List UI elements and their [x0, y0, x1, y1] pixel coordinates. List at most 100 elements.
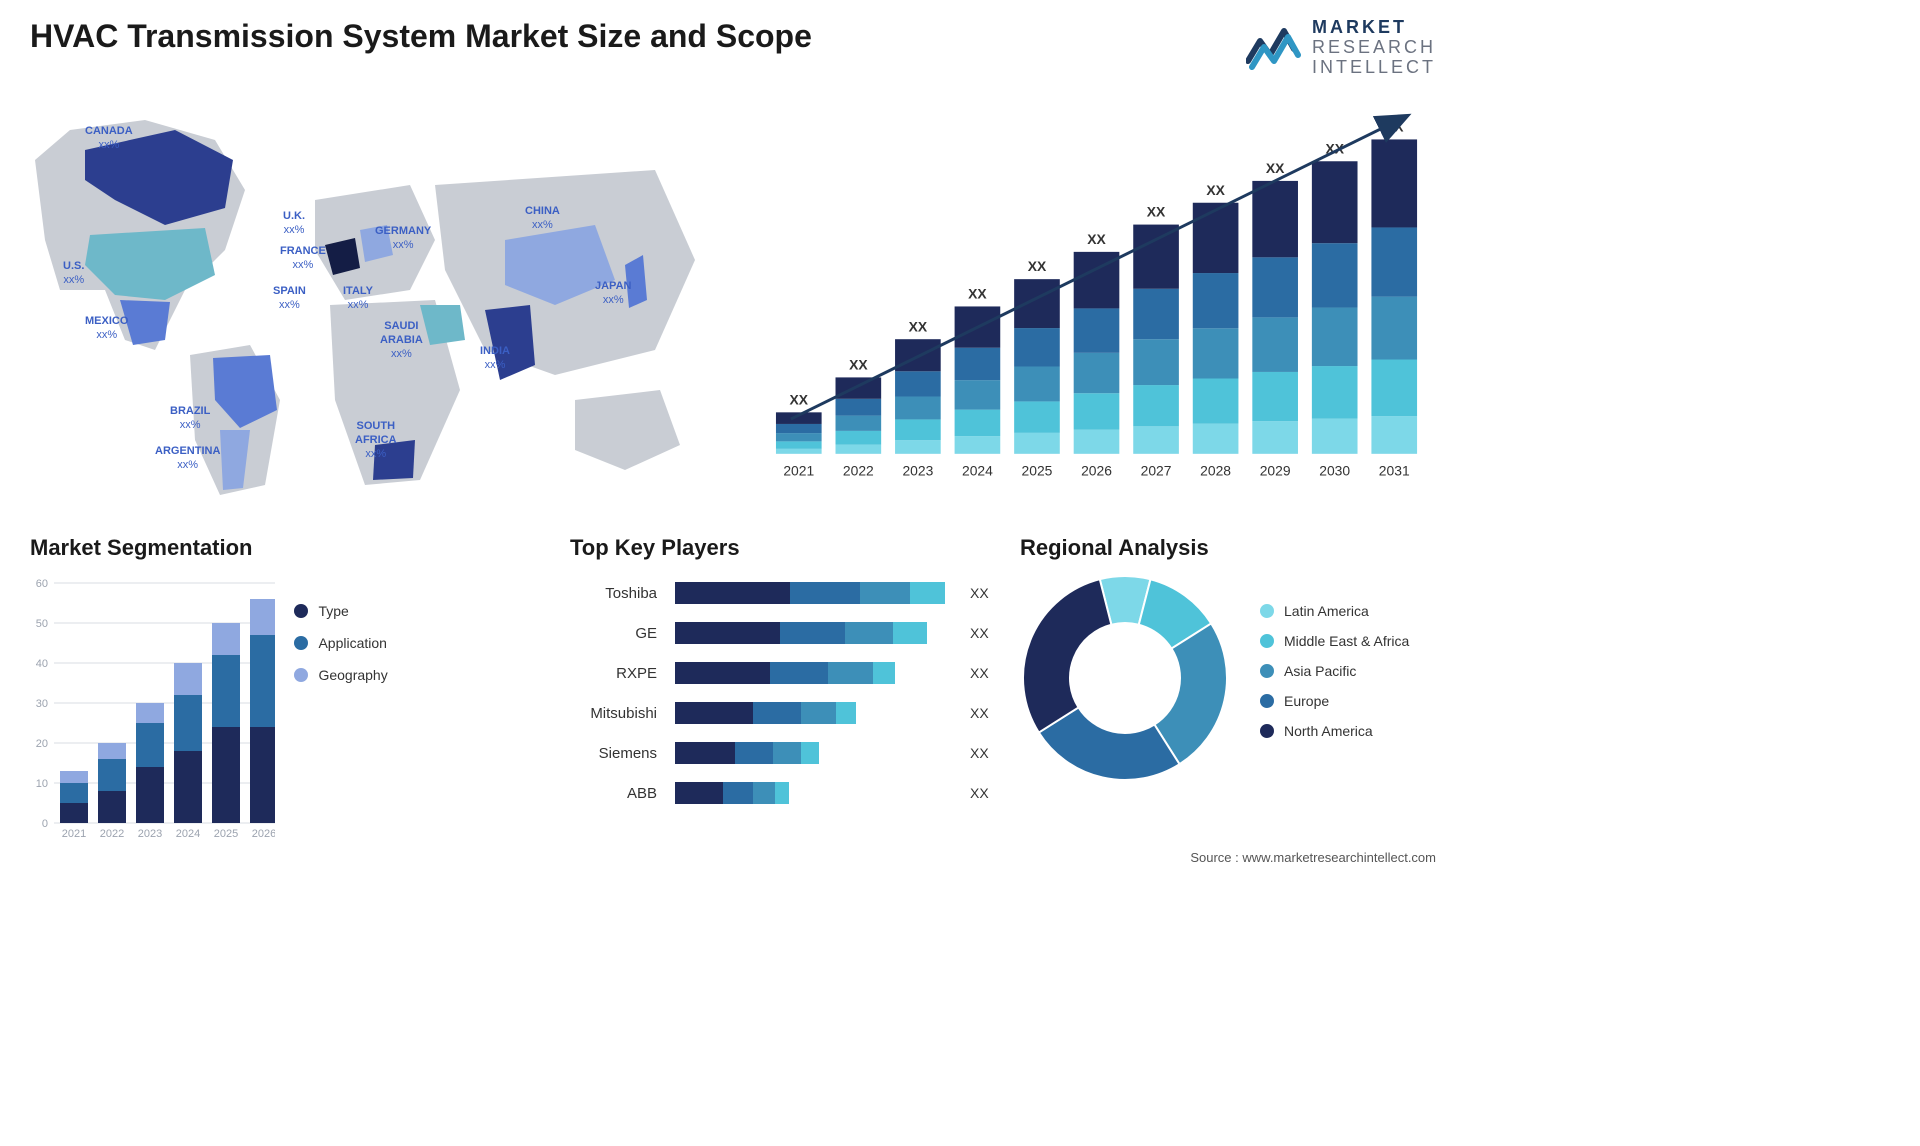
svg-text:XX: XX [1147, 204, 1166, 220]
legend-label: North America [1284, 723, 1373, 739]
keyplayer-row: RXPEXX [570, 653, 1000, 693]
svg-text:XX: XX [790, 391, 809, 407]
svg-text:2025: 2025 [214, 828, 238, 840]
market-segmentation-section: Market Segmentation 01020304050602021202… [30, 535, 430, 843]
source-credit: Source : www.marketresearchintellect.com [1190, 850, 1436, 865]
legend-label: Latin America [1284, 603, 1369, 619]
svg-text:2026: 2026 [252, 828, 275, 840]
logo-mark-icon [1246, 25, 1302, 71]
regional-legend: Latin America Middle East & Africa Asia Pa… [1260, 603, 1409, 753]
regional-title: Regional Analysis [1020, 535, 1450, 561]
map-label: FRANCExx% [280, 245, 326, 273]
svg-text:2025: 2025 [1022, 463, 1053, 479]
map-label: CHINAxx% [525, 205, 560, 233]
map-label: ITALYxx% [343, 285, 373, 313]
svg-text:2029: 2029 [1260, 463, 1291, 479]
map-label: BRAZILxx% [170, 405, 210, 433]
map-label: SOUTHAFRICAxx% [355, 420, 397, 461]
keyplayer-bar [675, 582, 968, 604]
map-label: ARGENTINAxx% [155, 445, 220, 473]
world-map: CANADAxx%U.S.xx%MEXICOxx%BRAZILxx%ARGENT… [15, 90, 715, 510]
keyplayer-bar [675, 782, 1124, 804]
legend-swatch-icon [1260, 604, 1274, 618]
keyplayer-row: ABBXX [570, 773, 1000, 813]
regional-analysis-section: Regional Analysis Latin America Middle Ea… [1020, 535, 1450, 783]
legend-label: Middle East & Africa [1284, 633, 1409, 649]
segmentation-chart: 0102030405060202120222023202420252026 [30, 573, 275, 843]
map-label: CANADAxx% [85, 125, 133, 153]
svg-text:2028: 2028 [1200, 463, 1231, 479]
svg-text:50: 50 [36, 618, 48, 630]
keyplayer-row: Toshiba XX [570, 573, 1000, 613]
map-label: JAPANxx% [595, 280, 631, 308]
legend-swatch-icon [1260, 694, 1274, 708]
key-players-section: Top Key Players ToshibaXXGEXXRXPEXXMitsu… [570, 535, 1000, 813]
svg-text:XX: XX [849, 356, 868, 372]
keyplayers-title: Top Key Players [570, 535, 1000, 561]
logo-text-2: RESEARCH [1312, 38, 1436, 58]
legend-item: Application [294, 635, 387, 651]
svg-text:2024: 2024 [962, 463, 993, 479]
svg-text:0: 0 [42, 818, 48, 830]
legend-label: Asia Pacific [1284, 663, 1356, 679]
legend-swatch-icon [294, 668, 308, 682]
legend-item: Latin America [1260, 603, 1409, 619]
keyplayer-row: MitsubishiXX [570, 693, 1000, 733]
svg-text:2024: 2024 [176, 828, 200, 840]
map-label: MEXICOxx% [85, 315, 128, 343]
keyplayer-name: ABB [570, 785, 675, 802]
keyplayer-row: GEXX [570, 613, 1000, 653]
keyplayer-name: Mitsubishi [570, 705, 675, 722]
svg-text:2021: 2021 [62, 828, 86, 840]
keyplayer-name: RXPE [570, 665, 675, 682]
svg-text:2031: 2031 [1379, 463, 1410, 479]
svg-text:2022: 2022 [100, 828, 124, 840]
legend-item: Europe [1260, 693, 1409, 709]
svg-text:30: 30 [36, 698, 48, 710]
legend-swatch-icon [1260, 664, 1274, 678]
svg-text:2023: 2023 [902, 463, 933, 479]
legend-label: Geography [318, 667, 387, 683]
map-label: U.K.xx% [283, 210, 305, 238]
svg-text:2021: 2021 [783, 463, 814, 479]
svg-text:2027: 2027 [1141, 463, 1172, 479]
legend-swatch-icon [294, 604, 308, 618]
svg-text:XX: XX [1266, 160, 1285, 176]
map-label: SPAINxx% [273, 285, 306, 313]
legend-label: Europe [1284, 693, 1329, 709]
svg-text:XX: XX [909, 318, 928, 334]
svg-text:2030: 2030 [1319, 463, 1350, 479]
keyplayer-bar [675, 702, 1057, 724]
svg-text:2026: 2026 [1081, 463, 1112, 479]
svg-text:XX: XX [1028, 258, 1047, 274]
regional-donut-chart [1020, 573, 1230, 783]
main-growth-chart: XX2021XX2022XX2023XX2024XX2025XX2026XX20… [771, 110, 1426, 490]
logo-text-3: INTELLECT [1312, 58, 1436, 78]
keyplayer-name: Siemens [570, 745, 675, 762]
legend-swatch-icon [294, 636, 308, 650]
brand-logo: MARKET RESEARCH INTELLECT [1246, 18, 1436, 77]
legend-swatch-icon [1260, 634, 1274, 648]
keyplayer-row: SiemensXX [570, 733, 1000, 773]
map-label: GERMANYxx% [375, 225, 431, 253]
keyplayer-name: GE [570, 625, 675, 642]
segmentation-legend: Type Application Geography [294, 603, 387, 699]
svg-text:10: 10 [36, 778, 48, 790]
legend-item: North America [1260, 723, 1409, 739]
segmentation-title: Market Segmentation [30, 535, 430, 561]
keyplayer-value: XX [970, 585, 1000, 601]
svg-text:XX: XX [1087, 231, 1106, 247]
logo-text-1: MARKET [1312, 18, 1436, 38]
map-label: SAUDIARABIAxx% [380, 320, 423, 361]
svg-text:XX: XX [968, 286, 987, 302]
legend-item: Middle East & Africa [1260, 633, 1409, 649]
svg-text:20: 20 [36, 738, 48, 750]
keyplayers-chart: Toshiba XX GEXXRXPEXXMitsubishiXXSiemensXX… [570, 573, 1000, 813]
svg-text:60: 60 [36, 578, 48, 590]
legend-item: Geography [294, 667, 387, 683]
keyplayer-name: Toshiba [570, 585, 675, 602]
svg-text:XX: XX [1206, 182, 1225, 198]
legend-label: Type [318, 603, 348, 619]
map-label: INDIAxx% [480, 345, 510, 373]
svg-text:2023: 2023 [138, 828, 162, 840]
